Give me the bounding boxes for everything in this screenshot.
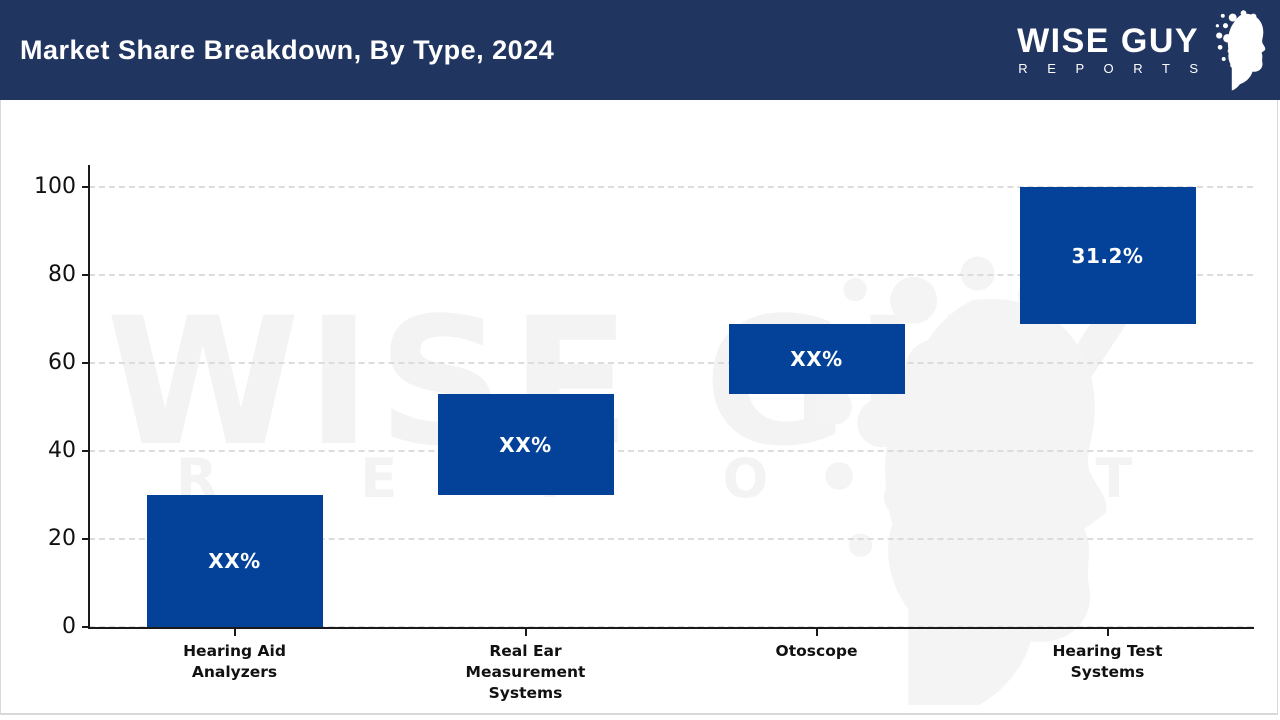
- gridline-100: [89, 186, 1253, 188]
- logo-wiseguy-text: WISE GUY: [1017, 22, 1200, 60]
- y-tick-mark: [82, 274, 89, 276]
- x-axis-line: [88, 627, 1254, 629]
- y-tick-label: 0: [62, 614, 76, 639]
- bar-3: XX%: [728, 324, 905, 395]
- bar-value-label: XX%: [499, 432, 552, 457]
- y-tick-mark: [82, 626, 89, 628]
- y-tick-label: 80: [48, 262, 76, 287]
- bar-4: 31.2%: [1019, 187, 1196, 325]
- logo: WISE GUY R E P O R T S: [1010, 0, 1266, 100]
- x-tick-label: Otoscope: [775, 642, 858, 660]
- y-tick-mark: [82, 538, 89, 540]
- page-title: Market Share Breakdown, By Type, 2024: [20, 34, 555, 65]
- gridline-20: [89, 538, 1253, 540]
- logo-head-icon: [1215, 10, 1266, 91]
- logo-text: WISE GUY R E P O R T S: [1010, 24, 1206, 76]
- y-axis-line: [88, 165, 90, 629]
- bar-value-label: 31.2%: [1071, 243, 1144, 268]
- logo-reports-text: R E P O R T S: [1018, 61, 1206, 76]
- y-tick-mark: [82, 186, 89, 188]
- x-tick-mark: [524, 629, 527, 636]
- bar-2: XX%: [437, 394, 614, 495]
- header: Market Share Breakdown, By Type, 2024 WI…: [0, 0, 1280, 100]
- x-tick-label: Hearing Aid Analyzers: [183, 642, 286, 681]
- y-tick-mark: [82, 450, 89, 452]
- chart-area: WISE GUY R E P O R T S 0 20 40 60 80 100 XX% He…: [0, 100, 1278, 715]
- bar-value-label: XX%: [208, 549, 261, 573]
- y-tick-label: 40: [48, 438, 76, 463]
- x-tick-label: Real Ear Measurement Systems: [465, 642, 586, 702]
- y-tick-label: 100: [34, 174, 76, 199]
- y-tick-mark: [82, 362, 89, 364]
- y-tick-label: 60: [48, 350, 76, 375]
- bar-value-label: XX%: [790, 347, 843, 372]
- x-tick-label: Hearing Test Systems: [1052, 642, 1163, 681]
- gridline-40: [89, 450, 1253, 452]
- x-tick-mark: [233, 629, 236, 636]
- x-tick-mark: [1106, 629, 1109, 636]
- y-tick-label: 20: [48, 526, 76, 551]
- x-tick-mark: [815, 629, 818, 636]
- gridline-80: [89, 274, 1253, 276]
- gridline-60: [89, 362, 1253, 364]
- bar-1: XX%: [146, 495, 323, 627]
